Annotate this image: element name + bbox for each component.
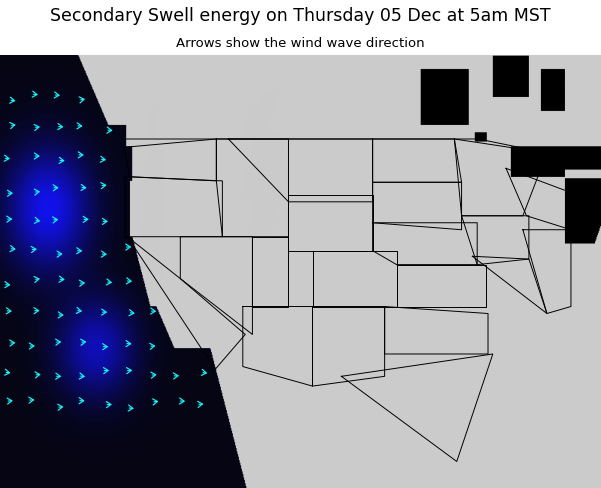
Text: Secondary Swell energy on Thursday 05 Dec at 5am MST: Secondary Swell energy on Thursday 05 De… — [50, 7, 551, 25]
Text: Arrows show the wind wave direction: Arrows show the wind wave direction — [176, 37, 425, 50]
